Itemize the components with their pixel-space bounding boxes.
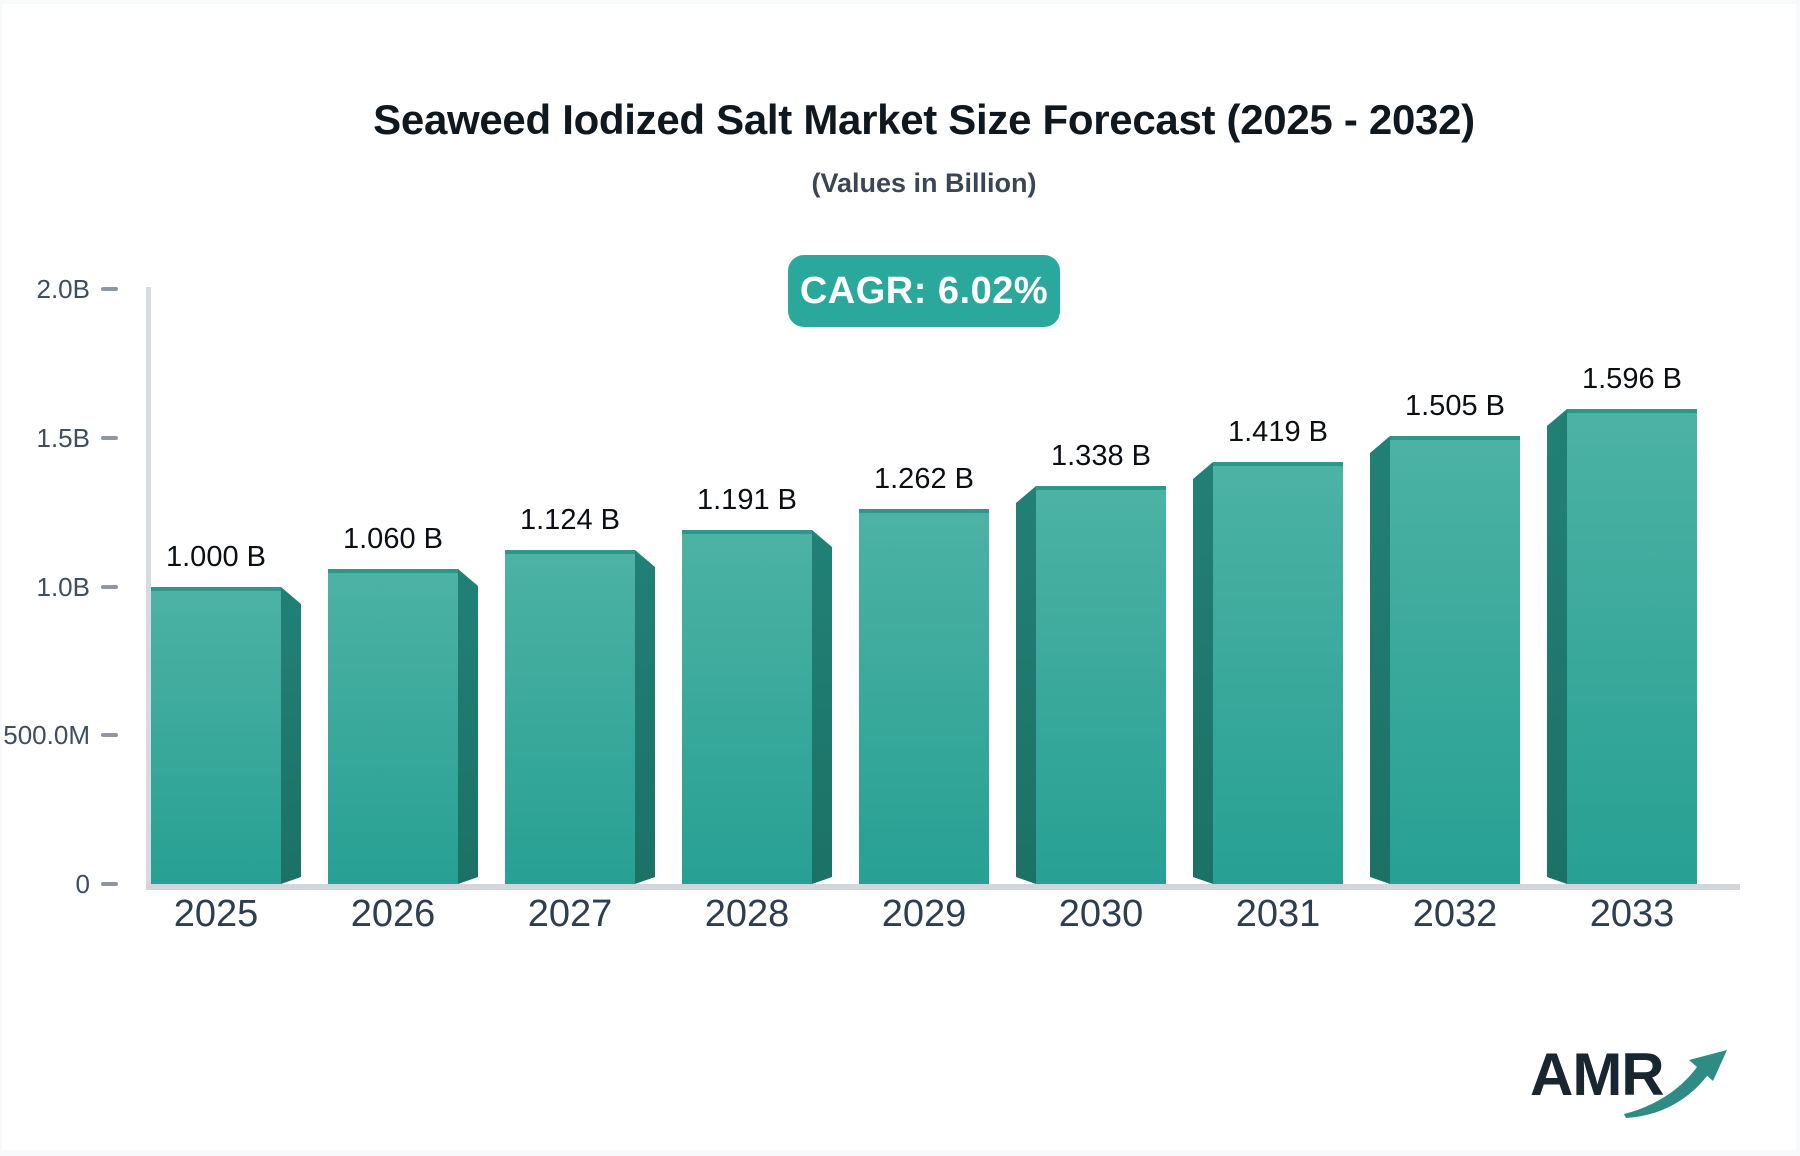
bar-2032[interactable] (1390, 436, 1520, 884)
y-tick (101, 584, 118, 589)
x-axis-label-2029: 2029 (881, 893, 967, 935)
chart-title: Seaweed Iodized Salt Market Size Forecas… (373, 96, 1475, 143)
bar-value-label: 1.505 B (1405, 390, 1505, 422)
bar-side-face (1193, 462, 1213, 884)
bar-value-label: 1.060 B (343, 523, 443, 555)
y-tick (101, 882, 118, 886)
bar-2026[interactable] (328, 569, 458, 884)
growth-arrow-icon (1624, 1050, 1727, 1118)
x-axis-label-2027: 2027 (527, 893, 613, 935)
y-tick (101, 733, 118, 738)
amr-logo: AMR (1530, 1032, 1730, 1127)
x-axis-label-2031: 2031 (1235, 893, 1321, 935)
cagr-badge: CAGR: 6.02% (788, 255, 1060, 327)
y-axis-label: 1.0B (36, 571, 91, 602)
bar-2028[interactable] (682, 530, 812, 884)
x-axis-label-2033: 2033 (1589, 893, 1675, 935)
bar-value-label: 1.000 B (166, 541, 266, 573)
bar-side-face (1547, 409, 1567, 884)
bar-value-label: 1.596 B (1582, 363, 1682, 395)
bar-side-face (1016, 486, 1036, 884)
bar-side-face (458, 569, 478, 884)
x-axis-label-2030: 2030 (1058, 893, 1144, 935)
y-axis-label: 1.5B (36, 422, 91, 453)
amr-logo-text: AMR (1530, 1041, 1665, 1108)
y-tick (101, 287, 118, 291)
bar-2030[interactable] (1036, 486, 1166, 884)
bar-value-label: 1.262 B (874, 463, 974, 495)
bar-value-label: 1.124 B (520, 504, 620, 536)
bar-side-face (635, 550, 655, 884)
bar-2027[interactable] (505, 550, 635, 884)
bar-value-label: 1.419 B (1228, 416, 1328, 448)
x-axis-label-2026: 2026 (350, 893, 436, 935)
chart-subtitle: (Values in Billion) (811, 168, 1037, 198)
y-axis-label: 2.0B (36, 274, 91, 304)
bar-side-face (812, 530, 832, 884)
x-axis-baseline (146, 884, 1740, 890)
bar-side-face (1370, 436, 1390, 884)
y-tick (101, 435, 118, 440)
y-axis-label: 0 (75, 869, 90, 899)
bar-2029[interactable] (859, 509, 989, 884)
bar-value-label: 1.338 B (1051, 440, 1151, 472)
x-axis-label-2032: 2032 (1412, 893, 1498, 935)
x-axis-label-2025: 2025 (173, 893, 259, 935)
bar-2031[interactable] (1213, 462, 1343, 884)
bar-value-label: 1.191 B (697, 484, 797, 516)
bar-2033[interactable] (1567, 409, 1697, 884)
x-axis-label-2028: 2028 (704, 893, 790, 935)
y-axis-line (146, 287, 151, 887)
bar-2025[interactable] (151, 587, 281, 884)
bar-side-face (281, 587, 301, 884)
y-axis-label: 500.0M (3, 720, 90, 751)
